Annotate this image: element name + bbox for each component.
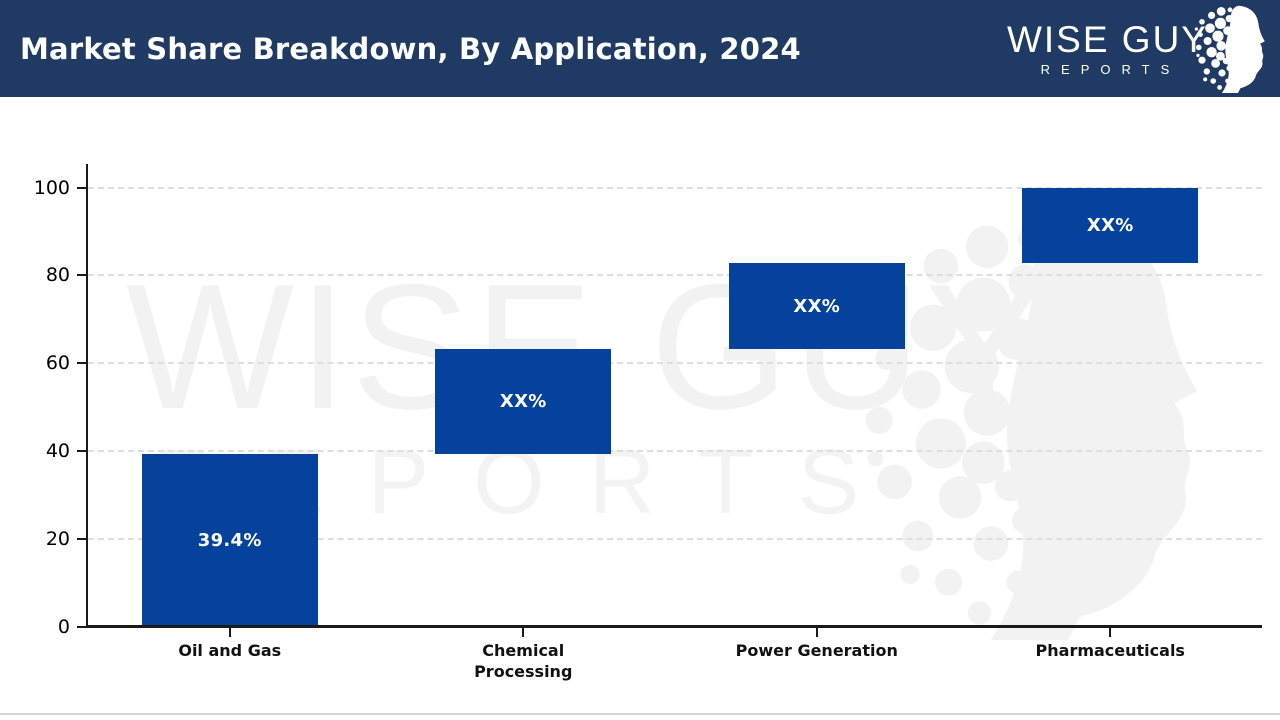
page-title: Market Share Breakdown, By Application, …	[20, 31, 801, 66]
header-bar: Market Share Breakdown, By Application, …	[0, 0, 1280, 97]
y-tick-mark	[77, 450, 86, 453]
page-bottom-border	[0, 713, 1280, 715]
y-tick-label: 20	[45, 528, 70, 551]
brand-subtitle: REPORTS	[1040, 61, 1181, 77]
y-tick-mark	[77, 626, 86, 628]
brand-name: WISE GUY	[1006, 18, 1208, 60]
x-category-label: Oil and Gas	[178, 641, 282, 660]
bar-chemical-processing: XX%	[435, 349, 612, 454]
y-tick-label: 0	[57, 616, 70, 638]
bar-pharmaceuticals: XX%	[1022, 187, 1199, 264]
x-category-label: Pharmaceuticals	[1035, 641, 1185, 660]
x-tick-mark	[522, 628, 525, 637]
gridline-20	[88, 538, 1262, 541]
y-tick-mark	[77, 274, 86, 277]
bar-value-label: XX%	[793, 295, 841, 317]
y-tick-mark	[77, 186, 86, 189]
x-category-label: Power Generation	[735, 641, 898, 660]
y-tick-label: 40	[45, 440, 70, 463]
bar-value-label: 39.4%	[197, 529, 262, 551]
x-category-label: Chemical Processing	[474, 641, 573, 681]
y-axis-line	[86, 164, 88, 628]
gridline-40	[88, 450, 1262, 453]
gridline-60	[88, 362, 1262, 365]
y-tick-label: 60	[45, 352, 70, 375]
x-axis-line	[86, 625, 1262, 628]
gridline-80	[88, 274, 1262, 277]
y-tick-mark	[77, 362, 86, 365]
brand-logo: WISE GUY REPORTS	[1007, 5, 1266, 93]
brand-head-icon	[1194, 5, 1265, 93]
bar-value-label: XX%	[499, 391, 547, 413]
x-tick-mark	[228, 628, 231, 637]
bar-power-generation: XX%	[728, 263, 905, 350]
x-tick-mark	[815, 628, 818, 637]
bar-value-label: XX%	[1086, 214, 1134, 236]
plot-area: 39.4% XX% XX% XX%	[88, 164, 1262, 627]
y-tick-label: 100	[33, 176, 70, 199]
x-tick-mark	[1109, 628, 1112, 637]
brand-logo-text: WISE GUY REPORTS	[1007, 21, 1208, 77]
bar-oil-and-gas: 39.4%	[141, 453, 318, 627]
y-tick-label: 80	[45, 264, 70, 287]
gridline-100	[88, 186, 1262, 189]
y-tick-mark	[77, 538, 86, 541]
